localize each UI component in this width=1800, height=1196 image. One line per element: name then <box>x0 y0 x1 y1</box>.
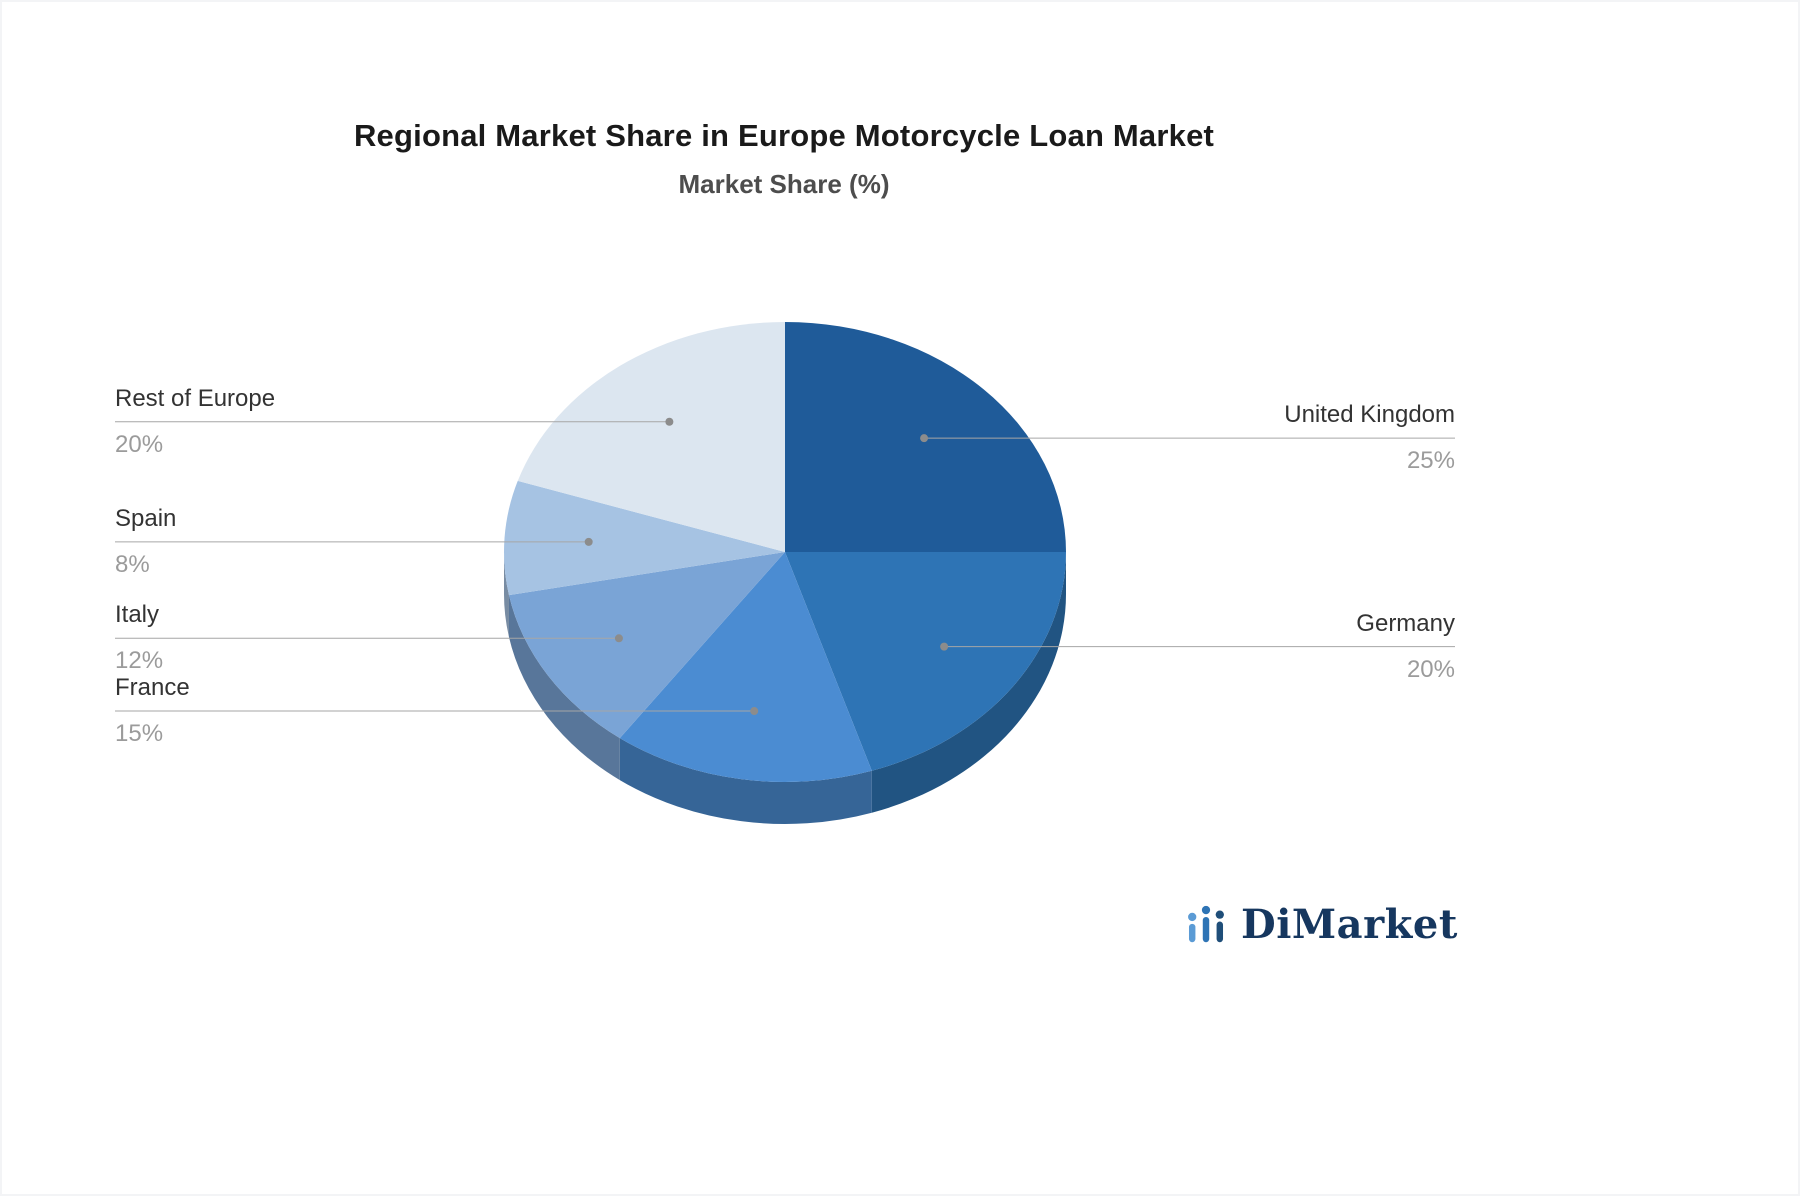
slice-value-france: 15% <box>115 720 164 748</box>
pie-slice-side-france <box>619 738 872 824</box>
pie-slice-italy <box>508 552 785 739</box>
slice-value-united-kingdom: 25% <box>1406 447 1455 475</box>
pie-slice-side-italy <box>508 595 620 781</box>
slice-label-spain: Spain <box>115 504 177 532</box>
slice-label-united-kingdom: United Kingdom <box>1284 401 1455 429</box>
slice-value-germany: 20% <box>1406 655 1455 683</box>
slice-value-spain: 8% <box>115 550 150 578</box>
slice-label-rest-of-europe: Rest of Europe <box>115 384 276 412</box>
bar-chart-dots-icon <box>1188 905 1224 942</box>
brand-logo: DiMarket <box>1183 901 1458 948</box>
leader-dot-germany <box>940 642 949 651</box>
pie-slice-germany <box>785 552 1066 771</box>
leader-dot-france <box>750 707 759 716</box>
slice-label-germany: Germany <box>1356 609 1455 637</box>
slice-label-italy: Italy <box>115 601 160 629</box>
slice-label-france: France <box>115 674 190 702</box>
slice-value-italy: 12% <box>115 647 164 675</box>
chart-title: Regional Market Share in Europe Motorcyc… <box>353 118 1215 153</box>
pie-slice-france <box>619 552 872 782</box>
leader-dot-spain <box>584 537 593 546</box>
leader-dot-united-kingdom <box>920 434 929 443</box>
pie-slice-side-spain <box>504 552 509 638</box>
leader-dot-rest-of-europe <box>665 417 674 426</box>
logo-text: DiMarket <box>1241 901 1458 948</box>
leader-dot-italy <box>614 634 623 643</box>
pie-slice-rest-of-europe <box>517 322 785 552</box>
pie-slice-side-germany <box>871 552 1066 813</box>
chart-subtitle: Market Share (%) <box>678 169 890 199</box>
pie-slice-spain <box>504 480 785 596</box>
slice-value-rest-of-europe: 20% <box>115 430 164 458</box>
